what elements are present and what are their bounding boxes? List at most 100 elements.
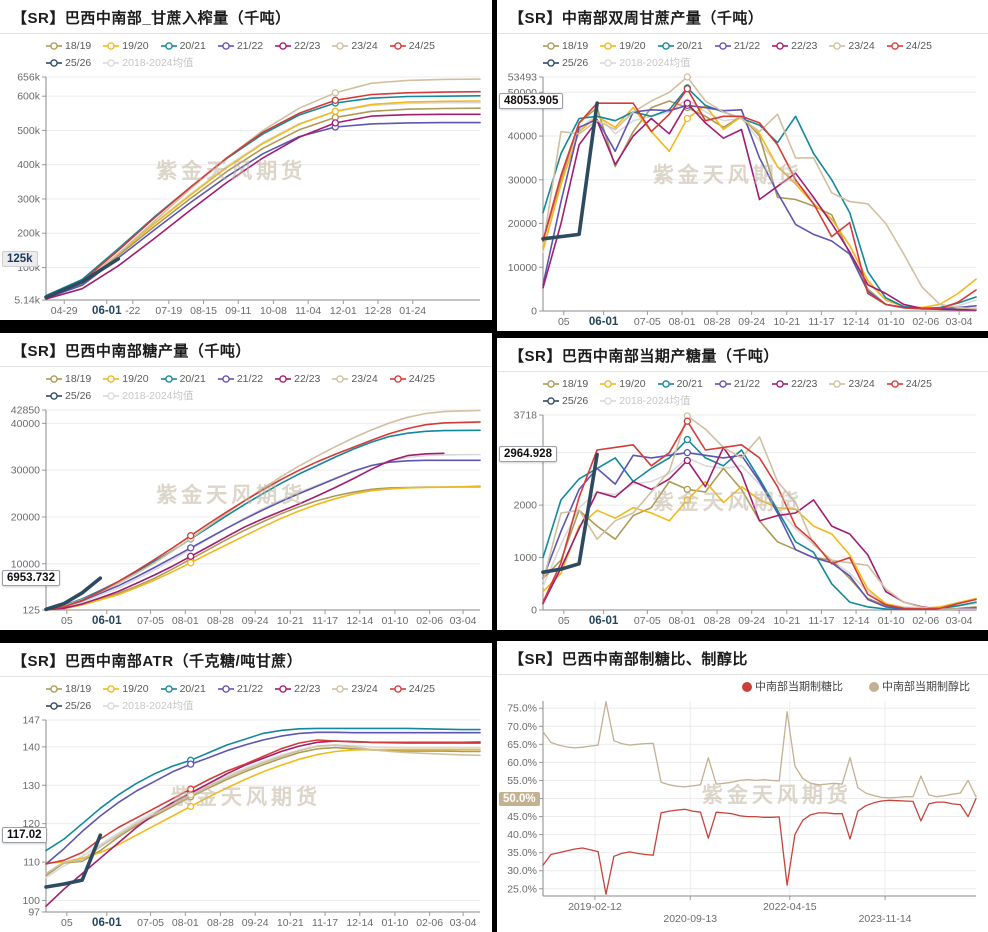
legend-item-19-20[interactable]: 19/20 <box>103 372 149 386</box>
legend-item-2018-2024[interactable]: 2018-2024均值 <box>600 56 691 70</box>
legend-item-2018-2024[interactable]: 2018-2024均值 <box>600 394 691 408</box>
panel-atr: 【SR】巴西中南部ATR（千克糖/吨甘蔗） 18/19 19/20 20/21 21/… <box>0 643 492 932</box>
legend-item-24-25[interactable]: 24/25 <box>389 682 435 696</box>
legend-item-18-19[interactable]: 18/19 <box>46 682 91 696</box>
series-marker-icon <box>683 485 691 494</box>
legend-item-21-22[interactable]: 21/22 <box>217 682 263 696</box>
svg-text:11-17: 11-17 <box>808 615 834 627</box>
legend-item-2018-2024[interactable]: 2018-2024均值 <box>103 389 194 403</box>
legend-item-19-20[interactable]: 19/20 <box>103 682 149 696</box>
legend-label: 23/24 <box>351 40 378 52</box>
svg-text:09-24: 09-24 <box>242 615 269 627</box>
svg-text:02-06: 02-06 <box>912 615 939 627</box>
legend-item-21-22[interactable]: 21/22 <box>714 39 760 53</box>
svg-text:5.14k: 5.14k <box>14 295 40 307</box>
chart-plot: 42850 40000 30000 20000 10000 125 05 06-01 07-05… <box>0 403 492 630</box>
svg-text:11-17: 11-17 <box>312 615 338 627</box>
svg-text:35.0%: 35.0% <box>507 847 537 859</box>
legend-item-25-26[interactable]: 25/26 <box>543 394 588 408</box>
legend-item-25-26[interactable]: 25/26 <box>46 56 91 70</box>
legend-ring-icon <box>217 685 234 693</box>
legend-item-2018-2024[interactable]: 2018-2024均值 <box>103 699 194 713</box>
svg-text:11-04: 11-04 <box>295 305 321 317</box>
legend-item-23-24[interactable]: 23/24 <box>332 39 378 53</box>
legend-label: 2018-2024均值 <box>619 57 691 69</box>
legend-item-24-25[interactable]: 24/25 <box>886 377 932 391</box>
legend-item-22-23[interactable]: 22/23 <box>772 377 817 391</box>
panel-biweekly-cane-output: 【SR】中南部双周甘蔗产量（千吨） 18/19 19/20 20/21 21/22 22… <box>497 0 988 331</box>
legend-item-18-19[interactable]: 18/19 <box>46 39 91 53</box>
svg-text:1000: 1000 <box>514 552 538 564</box>
series-line-19-20 <box>542 480 977 610</box>
legend-item-25-26[interactable]: 25/26 <box>46 699 91 713</box>
series-line-24-25 <box>45 421 481 611</box>
series-marker-icon <box>683 114 691 123</box>
legend-item-24-25[interactable]: 24/25 <box>886 39 932 53</box>
legend-item-18-19[interactable]: 18/19 <box>46 372 91 386</box>
svg-text:3718: 3718 <box>514 410 538 422</box>
series-marker-icon <box>187 532 195 540</box>
chart-legend: 18/19 19/20 20/21 21/22 22/23 23/24 24/25 25/26… <box>0 34 492 70</box>
legend-item-19-20[interactable]: 19/20 <box>600 39 646 53</box>
svg-text:06-01: 06-01 <box>589 615 619 627</box>
legend-item-22-23[interactable]: 22/23 <box>275 372 320 386</box>
legend-item-22-23[interactable]: 22/23 <box>275 682 320 696</box>
svg-text:11-17: 11-17 <box>808 316 834 328</box>
series-line-25-26 <box>541 452 599 574</box>
legend-item-18-19[interactable]: 18/19 <box>543 39 588 53</box>
legend-label: 20/21 <box>676 378 703 390</box>
legend-item-24-25[interactable]: 24/25 <box>389 372 435 386</box>
legend-item-19-20[interactable]: 19/20 <box>600 377 646 391</box>
legend-item-18-19[interactable]: 18/19 <box>543 377 588 391</box>
svg-text:30.0%: 30.0% <box>507 865 537 877</box>
chart-plot: 53493500004000030000200001000000506-0107… <box>497 70 988 331</box>
svg-text:09-24: 09-24 <box>738 615 765 627</box>
legend-item-23-24[interactable]: 23/24 <box>332 682 378 696</box>
legend-ring-icon <box>46 392 62 400</box>
legend-item-20-21[interactable]: 20/21 <box>657 377 703 391</box>
legend-label: 20/21 <box>676 40 703 52</box>
series-line-22-23 <box>45 452 445 611</box>
legend-ring-icon <box>275 685 292 693</box>
svg-text:02-06: 02-06 <box>416 615 443 627</box>
legend-item-23-24[interactable]: 23/24 <box>332 372 378 386</box>
legend-item-21-22[interactable]: 21/22 <box>714 377 760 391</box>
legend-item-20-21[interactable]: 20/21 <box>657 39 703 53</box>
legend-ring-icon <box>714 42 731 50</box>
legend-item-20-21[interactable]: 20/21 <box>160 372 206 386</box>
legend-item-20-21[interactable]: 20/21 <box>160 39 206 53</box>
legend-ring-icon <box>103 42 120 50</box>
legend-item-2018-2024[interactable]: 2018-2024均值 <box>103 56 194 70</box>
legend-label: 25/26 <box>65 700 92 712</box>
legend-item-19-20[interactable]: 19/20 <box>103 39 149 53</box>
legend-item-23-24[interactable]: 23/24 <box>829 39 875 53</box>
legend-item-25-26[interactable]: 25/26 <box>46 389 91 403</box>
legend-item-24-25[interactable]: 24/25 <box>389 39 435 53</box>
legend-item-[interactable]: 中南部当期制糖比 <box>742 680 843 694</box>
legend-item-[interactable]: 中南部当期制醇比 <box>869 680 970 694</box>
legend-item-20-21[interactable]: 20/21 <box>160 682 206 696</box>
svg-text:40.0%: 40.0% <box>507 829 537 841</box>
legend-label: 2018-2024均值 <box>122 57 194 69</box>
legend-ring-icon <box>389 685 406 693</box>
legend-item-22-23[interactable]: 22/23 <box>772 39 817 53</box>
legend-item-22-23[interactable]: 22/23 <box>275 39 320 53</box>
legend-item-23-24[interactable]: 23/24 <box>829 377 875 391</box>
legend-item-21-22[interactable]: 21/22 <box>217 39 263 53</box>
svg-text:0: 0 <box>531 306 537 318</box>
svg-text:2022-04-15: 2022-04-15 <box>763 901 817 913</box>
series-marker-icon <box>187 802 195 811</box>
chart-title: 【SR】巴西中南部_甘蔗入榨量（千吨） <box>0 0 492 34</box>
svg-text:05: 05 <box>558 615 570 627</box>
series-line-18-19 <box>45 107 481 299</box>
legend-item-21-22[interactable]: 21/22 <box>217 372 263 386</box>
series-line-25-26 <box>44 833 103 889</box>
series-line-20-21 <box>45 727 481 852</box>
svg-text:03-04: 03-04 <box>946 615 973 627</box>
legend-label: 22/23 <box>294 683 321 695</box>
legend-item-25-26[interactable]: 25/26 <box>543 56 588 70</box>
legend-label: 24/25 <box>905 40 932 52</box>
svg-text:05: 05 <box>61 917 73 929</box>
legend-ring-icon <box>886 380 903 388</box>
